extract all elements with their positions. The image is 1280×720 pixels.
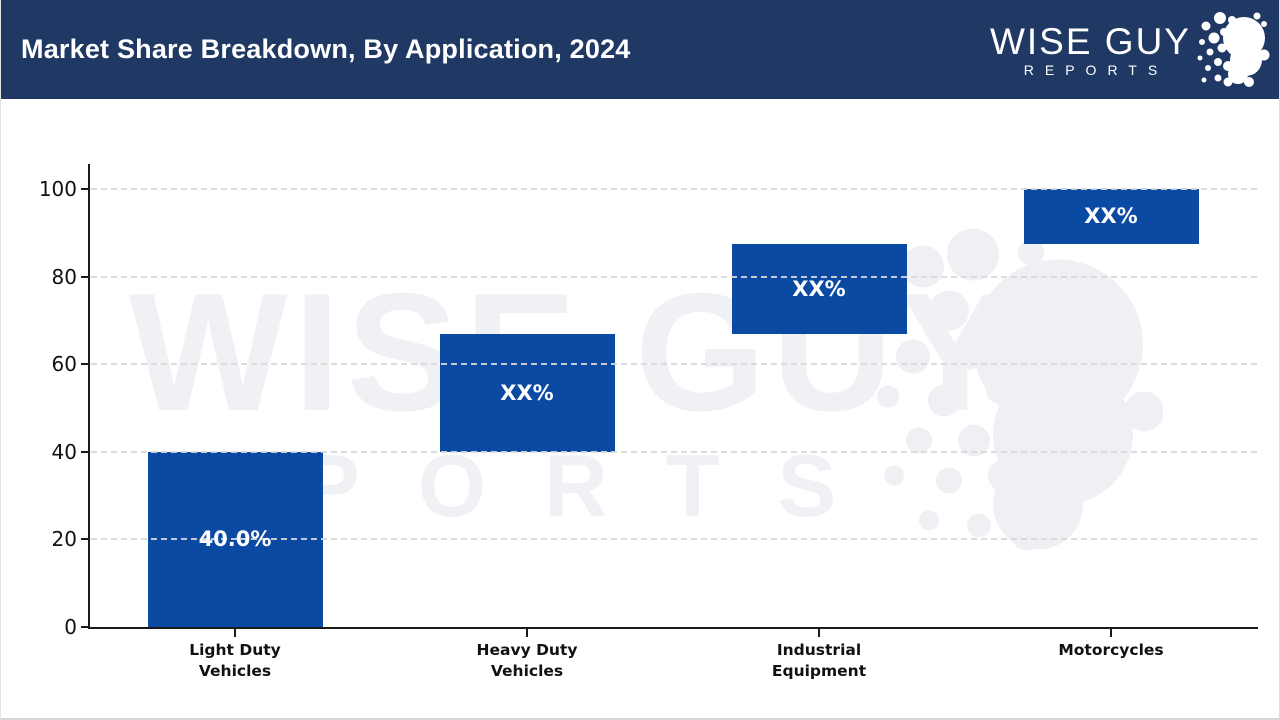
x-category-label-line: Heavy Duty — [476, 641, 578, 659]
x-category-label-line: Vehicles — [490, 661, 564, 680]
watermark-reports-text: PORTS — [301, 436, 895, 535]
x-category-label-line: Motorcycles — [1058, 641, 1164, 659]
brand-logo: WISE GUY REPORTS — [990, 4, 1271, 96]
x-axis-line — [88, 627, 1258, 629]
y-tick-mark — [81, 450, 89, 453]
x-category-label-line: Light Duty — [189, 641, 281, 659]
x-tick-mark — [1110, 629, 1112, 637]
brand-subname: REPORTS — [1023, 61, 1169, 78]
bar-value-label: 40.0% — [198, 527, 272, 552]
header-bar: Market Share Breakdown, By Application, … — [1, 0, 1279, 99]
y-tick-label: 0 — [64, 615, 77, 639]
x-category-label-line: Equipment — [771, 661, 867, 680]
x-category-label: Industrial Equipment — [772, 640, 866, 682]
y-axis-line — [88, 164, 90, 629]
gridline — [91, 450, 1257, 453]
brand-logo-text: WISE GUY REPORTS — [990, 23, 1191, 78]
y-tick-label: 80 — [51, 264, 77, 289]
x-category-label-line: Vehicles — [198, 661, 272, 680]
gridline — [91, 188, 1257, 190]
bar — [731, 243, 907, 334]
x-tick-mark — [818, 629, 820, 637]
gridline — [91, 538, 1257, 541]
x-tick-mark — [234, 629, 236, 637]
y-tick-label: 20 — [51, 527, 77, 552]
x-category-label-line: Industrial — [776, 641, 862, 659]
x-category-label: Motorcycles — [1058, 640, 1163, 661]
bar-value-label: XX% — [1084, 204, 1138, 229]
y-tick-mark — [81, 188, 89, 190]
gridline — [91, 363, 1257, 366]
y-tick-label: 100 — [38, 177, 77, 201]
watermark-head-icon — [877, 228, 1163, 551]
y-tick-mark — [81, 538, 89, 541]
bar — [1023, 189, 1199, 244]
y-tick-label: 40 — [51, 439, 77, 464]
y-tick-mark — [81, 363, 89, 366]
bar-value-label: XX% — [792, 276, 846, 301]
x-tick-mark — [526, 629, 528, 637]
y-tick-label: 60 — [51, 352, 77, 377]
y-tick-mark — [81, 275, 89, 278]
x-category-label: Light Duty Vehicles — [189, 640, 281, 682]
brand-head-icon — [1197, 12, 1270, 87]
page-title: Market Share Breakdown, By Application, … — [21, 34, 631, 64]
gridline — [91, 275, 1257, 278]
x-category-label: Heavy Duty Vehicles — [477, 640, 578, 682]
y-tick-mark — [81, 626, 89, 628]
bar-value-label: XX% — [500, 380, 554, 405]
brand-name: WISE GUY — [989, 20, 1191, 62]
bar — [439, 333, 615, 452]
